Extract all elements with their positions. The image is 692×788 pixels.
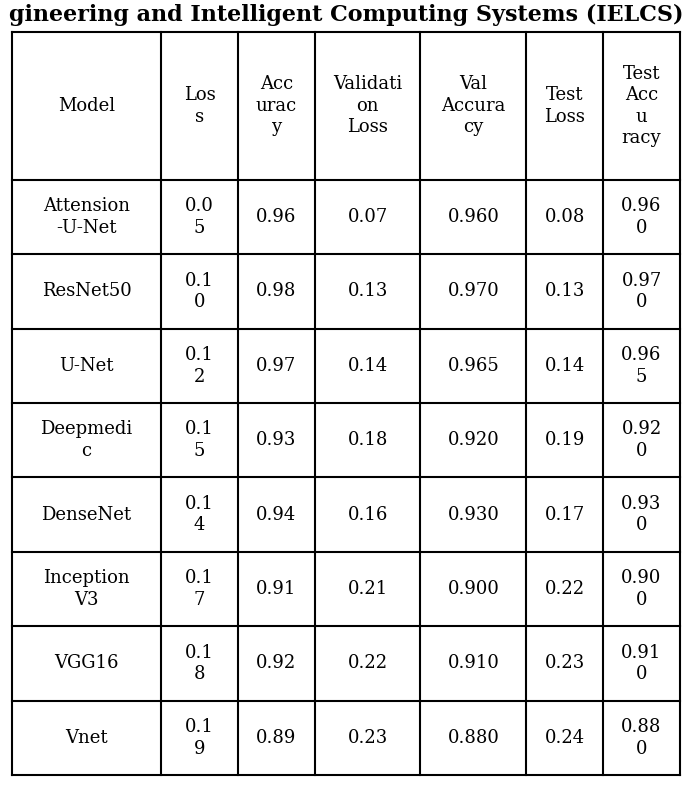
Text: 0.0
5: 0.0 5 xyxy=(185,197,214,236)
Text: 0.1
7: 0.1 7 xyxy=(185,569,214,609)
Text: 0.91
0: 0.91 0 xyxy=(621,644,662,683)
Text: Val
Accura
cy: Val Accura cy xyxy=(441,76,506,136)
Text: 0.1
0: 0.1 0 xyxy=(185,272,214,311)
Text: 0.91: 0.91 xyxy=(256,580,296,598)
Text: Inception
V3: Inception V3 xyxy=(43,569,130,609)
Text: 0.23: 0.23 xyxy=(545,654,585,672)
Text: 0.23: 0.23 xyxy=(347,729,388,747)
Text: 0.97
0: 0.97 0 xyxy=(621,272,662,311)
Text: 0.08: 0.08 xyxy=(545,208,585,226)
Text: Test
Acc
u
racy: Test Acc u racy xyxy=(621,65,662,147)
Text: 0.07: 0.07 xyxy=(347,208,388,226)
Text: U-Net: U-Net xyxy=(60,357,113,375)
Text: 0.1
2: 0.1 2 xyxy=(185,346,214,385)
Text: 0.1
8: 0.1 8 xyxy=(185,644,214,683)
Text: 0.960: 0.960 xyxy=(448,208,500,226)
Text: Attension
-U-Net: Attension -U-Net xyxy=(43,197,130,236)
Text: 0.96
0: 0.96 0 xyxy=(621,197,662,236)
Text: Test
Loss: Test Loss xyxy=(544,86,585,125)
Text: 0.910: 0.910 xyxy=(448,654,500,672)
Text: 0.18: 0.18 xyxy=(347,431,388,449)
Text: 0.970: 0.970 xyxy=(448,282,499,300)
Text: 0.16: 0.16 xyxy=(347,506,388,523)
Text: 0.1
5: 0.1 5 xyxy=(185,421,214,460)
Text: 0.92: 0.92 xyxy=(256,654,296,672)
Text: Validati
on
Loss: Validati on Loss xyxy=(333,76,402,136)
Text: Vnet: Vnet xyxy=(65,729,108,747)
Text: 0.96: 0.96 xyxy=(256,208,296,226)
Text: 0.98: 0.98 xyxy=(256,282,296,300)
Text: 0.89: 0.89 xyxy=(256,729,296,747)
Text: DenseNet: DenseNet xyxy=(42,506,131,523)
Text: 0.22: 0.22 xyxy=(347,654,388,672)
Text: Deepmedi
c: Deepmedi c xyxy=(40,421,133,460)
Text: gineering and Intelligent Computing Systems (IELCS): gineering and Intelligent Computing Syst… xyxy=(9,4,683,26)
Text: 0.92
0: 0.92 0 xyxy=(621,421,662,460)
Text: 0.13: 0.13 xyxy=(545,282,585,300)
Text: 0.1
4: 0.1 4 xyxy=(185,495,214,534)
Text: 0.97: 0.97 xyxy=(256,357,296,375)
Text: 0.19: 0.19 xyxy=(545,431,585,449)
Text: 0.93
0: 0.93 0 xyxy=(621,495,662,534)
Text: 0.93: 0.93 xyxy=(256,431,296,449)
Text: 0.96
5: 0.96 5 xyxy=(621,346,662,385)
Text: 0.24: 0.24 xyxy=(545,729,585,747)
Text: 0.920: 0.920 xyxy=(448,431,499,449)
Text: Los
s: Los s xyxy=(183,86,215,125)
Text: 0.930: 0.930 xyxy=(448,506,500,523)
Text: 0.13: 0.13 xyxy=(347,282,388,300)
Text: 0.17: 0.17 xyxy=(545,506,585,523)
Text: 0.900: 0.900 xyxy=(448,580,500,598)
Text: 0.90
0: 0.90 0 xyxy=(621,569,662,609)
Text: 0.965: 0.965 xyxy=(448,357,499,375)
Text: 0.21: 0.21 xyxy=(347,580,388,598)
Text: Acc
urac
y: Acc urac y xyxy=(255,76,297,136)
Text: 0.880: 0.880 xyxy=(448,729,500,747)
Text: 0.94: 0.94 xyxy=(256,506,296,523)
Text: 0.14: 0.14 xyxy=(347,357,388,375)
Text: 0.22: 0.22 xyxy=(545,580,585,598)
Text: 0.1
9: 0.1 9 xyxy=(185,718,214,757)
Text: ResNet50: ResNet50 xyxy=(42,282,131,300)
Text: 0.14: 0.14 xyxy=(545,357,585,375)
Text: Model: Model xyxy=(58,97,115,115)
Text: VGG16: VGG16 xyxy=(54,654,119,672)
Text: 0.88
0: 0.88 0 xyxy=(621,718,662,757)
